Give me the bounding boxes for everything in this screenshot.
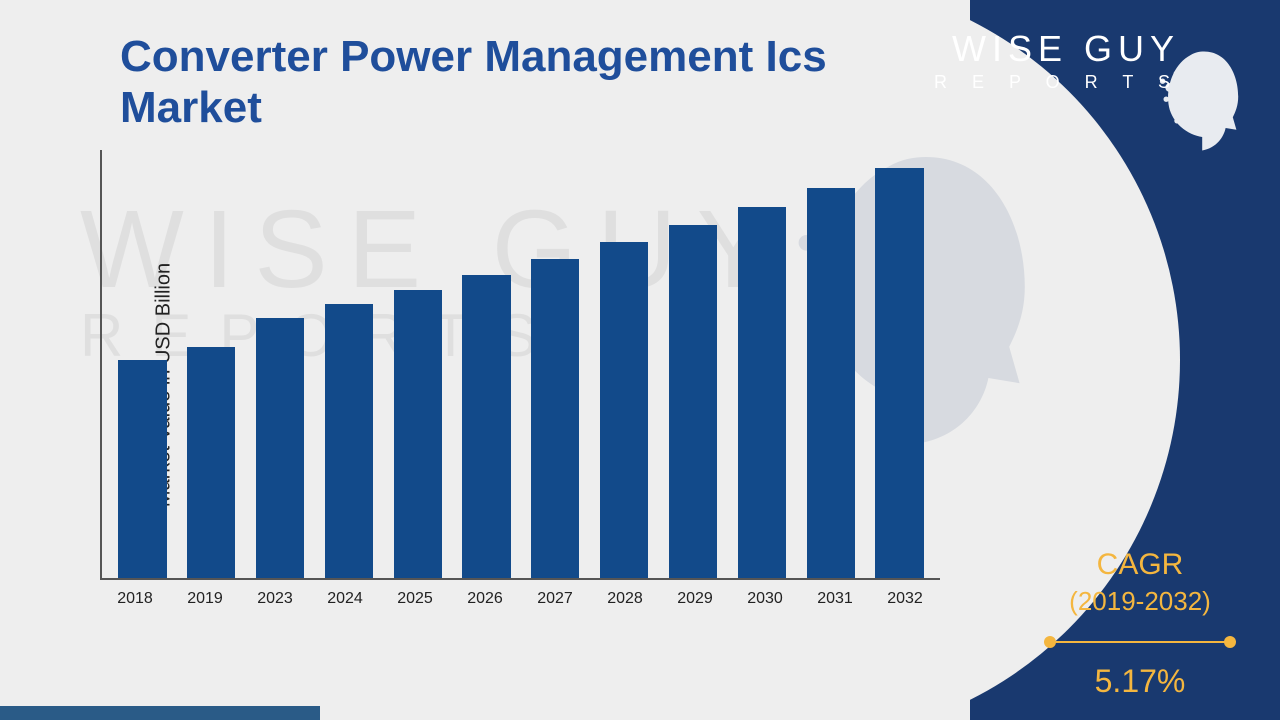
brand-logo: WISE GUY R E P O R T S: [934, 28, 1252, 93]
bar-value-label: 10.55: [329, 0, 369, 298]
bar: [600, 242, 648, 578]
bar-slot: 10.03: [246, 150, 315, 578]
cagr-dot-right: [1224, 636, 1236, 648]
bar-slot: [659, 150, 728, 578]
x-tick-label: 2031: [800, 580, 870, 620]
bar-slot: [383, 150, 452, 578]
bar-value-label: 10.03: [260, 0, 300, 312]
brand-line1: WISE GUY: [934, 28, 1180, 70]
bar-slot: [796, 150, 865, 578]
bar: [118, 360, 166, 578]
bars-container: 10.0310.55 15.79: [102, 150, 940, 578]
bar: [325, 304, 373, 578]
plot-area: 10.0310.55 15.79: [100, 150, 940, 580]
bar: [807, 188, 855, 578]
bar: [462, 275, 510, 578]
bar-slot: 10.55: [314, 150, 383, 578]
bar: [394, 290, 442, 578]
x-tick-label: 2026: [450, 580, 520, 620]
bar-slot: [108, 150, 177, 578]
bar: [531, 259, 579, 578]
x-tick-label: 2018: [100, 580, 170, 620]
bar: [669, 225, 717, 578]
page-title: Converter Power Management Ics Market: [120, 32, 880, 133]
x-tick-label: 2030: [730, 580, 800, 620]
bar-slot: [452, 150, 521, 578]
cagr-label: CAGR: [1000, 548, 1280, 582]
x-axis-labels: 2018201920232024202520262027202820292030…: [100, 580, 940, 620]
x-tick-label: 2024: [310, 580, 380, 620]
cagr-dot-left: [1044, 636, 1056, 648]
bar: [187, 347, 235, 578]
bar: [738, 207, 786, 578]
bar-slot: [521, 150, 590, 578]
cagr-block: CAGR (2019-2032) 5.17%: [1000, 548, 1280, 700]
bar-value-label: 15.79: [879, 0, 919, 162]
bottom-accent-bar: [0, 706, 320, 720]
x-tick-label: 2019: [170, 580, 240, 620]
x-tick-label: 2028: [590, 580, 660, 620]
x-tick-label: 2025: [380, 580, 450, 620]
x-tick-label: 2032: [870, 580, 940, 620]
x-tick-label: 2027: [520, 580, 590, 620]
bar: [875, 168, 923, 578]
bar-slot: [590, 150, 659, 578]
infographic-canvas: WISE GUY REPORTS Converter Power Managem…: [0, 0, 1280, 720]
cagr-value: 5.17%: [1000, 663, 1280, 700]
cagr-period: (2019-2032): [1000, 586, 1280, 617]
cagr-line: [1050, 641, 1230, 643]
x-tick-label: 2023: [240, 580, 310, 620]
bar-slot: [727, 150, 796, 578]
bar-chart: Market Value in USD Billion 10.0310.5515…: [60, 150, 940, 620]
cagr-separator: [1050, 635, 1230, 649]
bar-slot: [177, 150, 246, 578]
x-tick-label: 2029: [660, 580, 730, 620]
bar-slot: 15.79: [865, 150, 934, 578]
bar: [256, 318, 304, 578]
brand-line2: R E P O R T S: [934, 72, 1180, 93]
